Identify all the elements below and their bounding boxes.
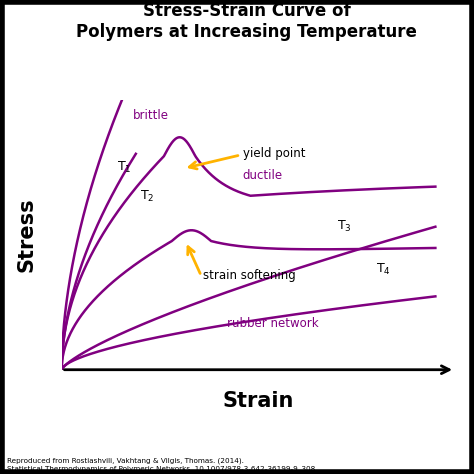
Text: Reproduced from Rostiashvili, Vakhtang & Vilgis, Thomas. (2014).
Statistical The: Reproduced from Rostiashvili, Vakhtang &… [7, 457, 315, 472]
Text: yield point: yield point [243, 147, 305, 160]
Text: rubber network: rubber network [227, 317, 319, 330]
Text: Strain: Strain [223, 391, 294, 411]
Text: T$_2$: T$_2$ [140, 189, 155, 204]
Text: T$_4$: T$_4$ [376, 262, 391, 277]
Text: Stress-Strain Curve of
Polymers at Increasing Temperature: Stress-Strain Curve of Polymers at Incre… [76, 2, 417, 41]
Text: Stress: Stress [16, 197, 36, 272]
Text: strain softening: strain softening [203, 269, 296, 282]
Text: T$_1$: T$_1$ [117, 160, 131, 174]
Text: T$_3$: T$_3$ [337, 219, 352, 234]
Text: ductile: ductile [243, 169, 283, 182]
Text: brittle: brittle [132, 109, 168, 122]
